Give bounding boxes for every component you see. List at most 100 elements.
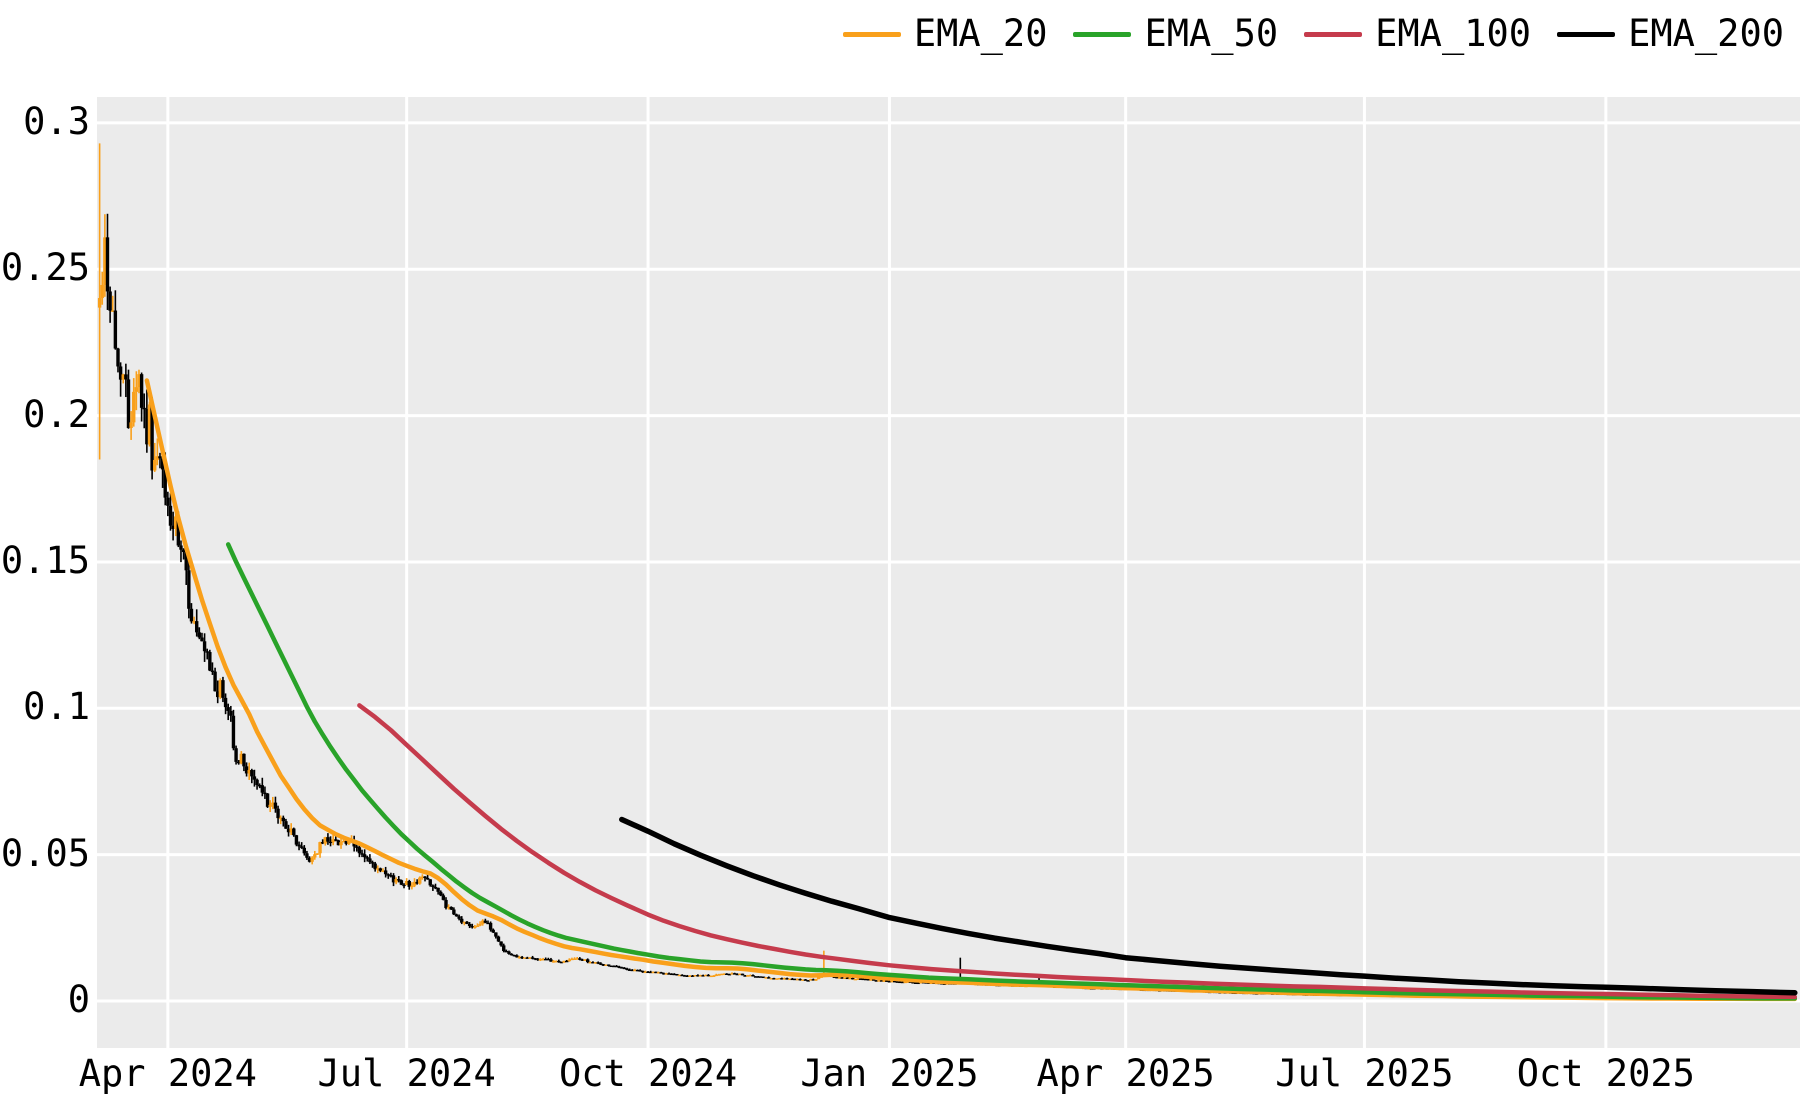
candle-body bbox=[473, 926, 477, 929]
candle-body bbox=[163, 469, 167, 498]
candle-body bbox=[714, 974, 718, 977]
x-tick-label: Jul 2024 bbox=[317, 1052, 496, 1095]
candle-body bbox=[680, 974, 684, 977]
candle-body bbox=[504, 950, 509, 953]
candle-body bbox=[223, 697, 228, 708]
candle-body bbox=[420, 876, 425, 878]
plot-background bbox=[97, 97, 1800, 1048]
candle-body bbox=[297, 844, 301, 847]
candle-body bbox=[386, 874, 390, 876]
candle-body bbox=[402, 884, 406, 887]
candle-body bbox=[523, 957, 527, 959]
candle-body bbox=[512, 954, 516, 957]
candle-body bbox=[588, 962, 593, 964]
candle-body bbox=[748, 975, 753, 977]
candle-body bbox=[656, 972, 661, 974]
candle-body bbox=[701, 975, 705, 977]
candle-body bbox=[604, 964, 608, 966]
candle-body bbox=[160, 458, 165, 470]
candle-body bbox=[601, 964, 606, 966]
candle-body bbox=[328, 841, 333, 844]
candle-body bbox=[187, 570, 191, 609]
gridlines bbox=[97, 97, 1800, 1048]
candle-body bbox=[412, 881, 417, 886]
candle-body bbox=[887, 981, 892, 983]
ema-50-line bbox=[225, 542, 1798, 1001]
candle-body bbox=[121, 374, 125, 380]
candle-body bbox=[216, 691, 220, 698]
candle-body bbox=[885, 980, 889, 982]
ema-100-line bbox=[357, 703, 1798, 1000]
candle-body bbox=[538, 959, 543, 961]
candle-body bbox=[696, 975, 700, 977]
legend-label: EMA_50 bbox=[1144, 12, 1279, 55]
candle-body bbox=[496, 936, 501, 942]
candle-body bbox=[118, 366, 123, 380]
candle-body bbox=[790, 978, 795, 981]
candle-body bbox=[795, 978, 800, 981]
y-tick-label: 0.2 bbox=[23, 392, 90, 436]
candle-body bbox=[942, 983, 947, 985]
candle-body bbox=[231, 715, 236, 749]
candle-body bbox=[690, 975, 695, 977]
y-tick-label: 0.25 bbox=[0, 246, 90, 290]
candle-body bbox=[664, 973, 669, 975]
candle-body bbox=[551, 961, 556, 963]
candle-body bbox=[801, 979, 805, 981]
candle-body bbox=[189, 608, 194, 622]
candle-body bbox=[467, 923, 472, 927]
candle-body bbox=[559, 961, 564, 964]
candle-body bbox=[593, 962, 598, 964]
candle-body bbox=[299, 846, 304, 848]
candle-body bbox=[908, 981, 913, 983]
candle-body bbox=[774, 978, 779, 980]
candle-body bbox=[756, 976, 760, 978]
candle-body bbox=[292, 828, 296, 836]
candle-body bbox=[415, 881, 419, 884]
candle-body bbox=[181, 549, 186, 553]
candle-body bbox=[486, 922, 490, 925]
candle-body bbox=[625, 968, 629, 970]
candle-body bbox=[425, 878, 430, 880]
candle-body bbox=[362, 854, 367, 858]
candle-body bbox=[465, 921, 469, 924]
candle-body bbox=[772, 978, 776, 980]
candle-body bbox=[685, 975, 690, 977]
candle-body bbox=[580, 959, 585, 961]
candle-body bbox=[740, 973, 745, 976]
candle-body bbox=[866, 979, 871, 981]
candle-body bbox=[591, 962, 595, 964]
candle-body bbox=[137, 374, 141, 388]
candle-body bbox=[895, 981, 900, 983]
candle-body bbox=[879, 980, 884, 982]
candle-body bbox=[105, 237, 110, 292]
candle-body bbox=[575, 958, 579, 960]
candle-body bbox=[832, 976, 837, 979]
candle-body bbox=[428, 879, 432, 886]
candle-body bbox=[355, 846, 359, 848]
legend-line-swatch bbox=[1557, 31, 1616, 37]
candle-body bbox=[313, 854, 317, 858]
ema-20-line bbox=[144, 378, 1798, 1002]
candle-body bbox=[399, 880, 404, 885]
candle-body bbox=[439, 891, 443, 896]
candle-body bbox=[557, 960, 561, 963]
candle-body bbox=[725, 973, 729, 975]
candle-body bbox=[890, 980, 894, 983]
candle-body bbox=[452, 909, 456, 915]
candle-body bbox=[578, 958, 582, 960]
candle-body bbox=[491, 929, 495, 933]
candle-body bbox=[365, 857, 369, 859]
candle-body bbox=[753, 976, 758, 978]
x-tick-label: Oct 2025 bbox=[1516, 1052, 1695, 1095]
candle-body bbox=[567, 959, 572, 962]
candle-body bbox=[404, 880, 409, 885]
candle-body bbox=[743, 975, 747, 977]
candle-body bbox=[861, 978, 865, 981]
legend-item-ema-20: EMA_20 bbox=[842, 12, 1047, 56]
candle-body bbox=[150, 404, 154, 471]
candle-body bbox=[777, 978, 781, 980]
candle-body bbox=[669, 973, 674, 976]
candle-body bbox=[171, 525, 175, 529]
candle-body bbox=[803, 979, 808, 981]
